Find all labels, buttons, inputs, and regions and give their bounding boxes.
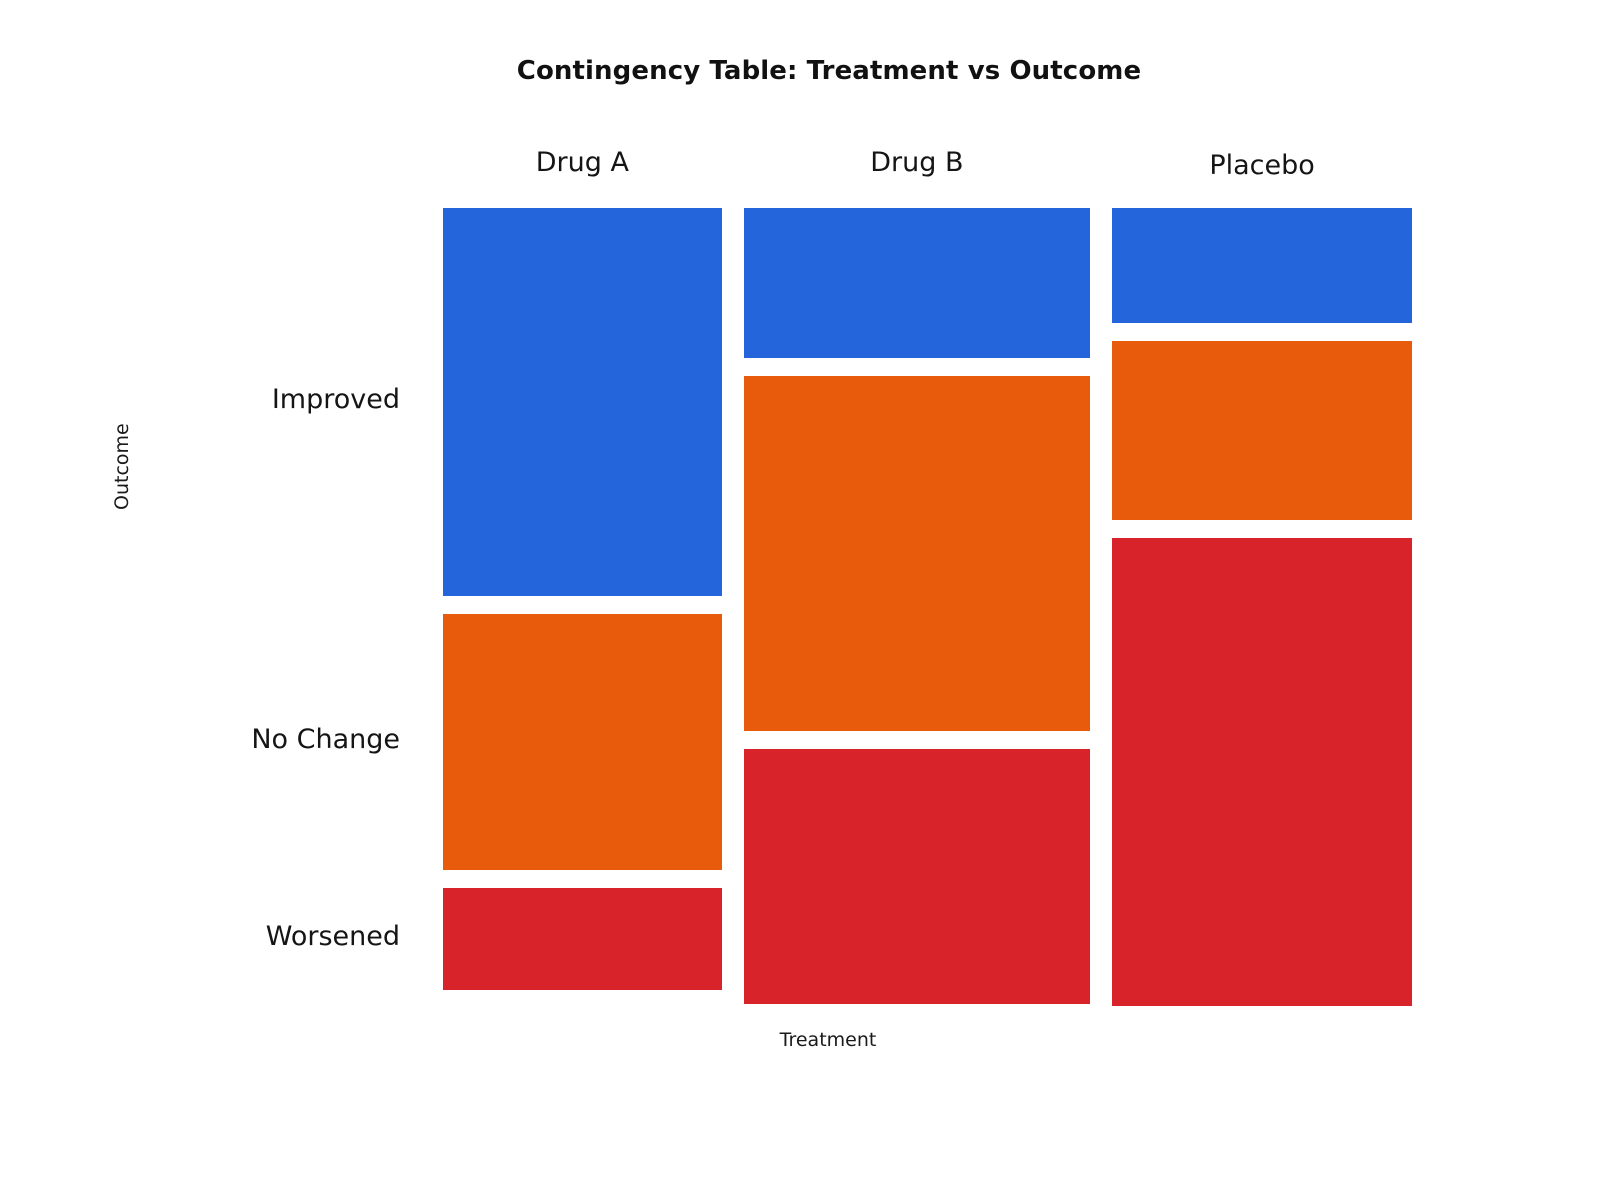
- mosaic-column: [743, 208, 1091, 1004]
- row-label-worsened: Worsened: [265, 921, 400, 953]
- column-label-drug-a: Drug A: [535, 147, 629, 178]
- y-axis-title: Outcome: [111, 423, 133, 510]
- mosaic-column: [443, 208, 722, 995]
- column-label-placebo: Placebo: [1209, 150, 1315, 181]
- row-label-improved: Improved: [271, 384, 400, 416]
- mosaic-cell[interactable]: [1112, 340, 1413, 520]
- column-label-drug-b: Drug B: [870, 147, 964, 178]
- mosaic-cell[interactable]: [443, 888, 722, 990]
- mosaic-cell[interactable]: [1112, 208, 1413, 323]
- page-title: Contingency Table: Treatment vs Outcome: [516, 56, 1142, 86]
- mosaic-cell[interactable]: [743, 749, 1091, 1004]
- mosaic-cell[interactable]: [743, 208, 1091, 359]
- mosaic-cell[interactable]: [743, 376, 1091, 732]
- mosaic-cell[interactable]: [443, 208, 722, 597]
- x-axis-title: Treatment: [779, 1029, 877, 1051]
- mosaic-cell[interactable]: [1112, 537, 1413, 1006]
- mosaic-cell[interactable]: [443, 614, 722, 871]
- mosaic-plot-area: [443, 208, 1413, 1006]
- row-label-no-change: No Change: [251, 724, 400, 756]
- mosaic-column: [1112, 208, 1413, 1006]
